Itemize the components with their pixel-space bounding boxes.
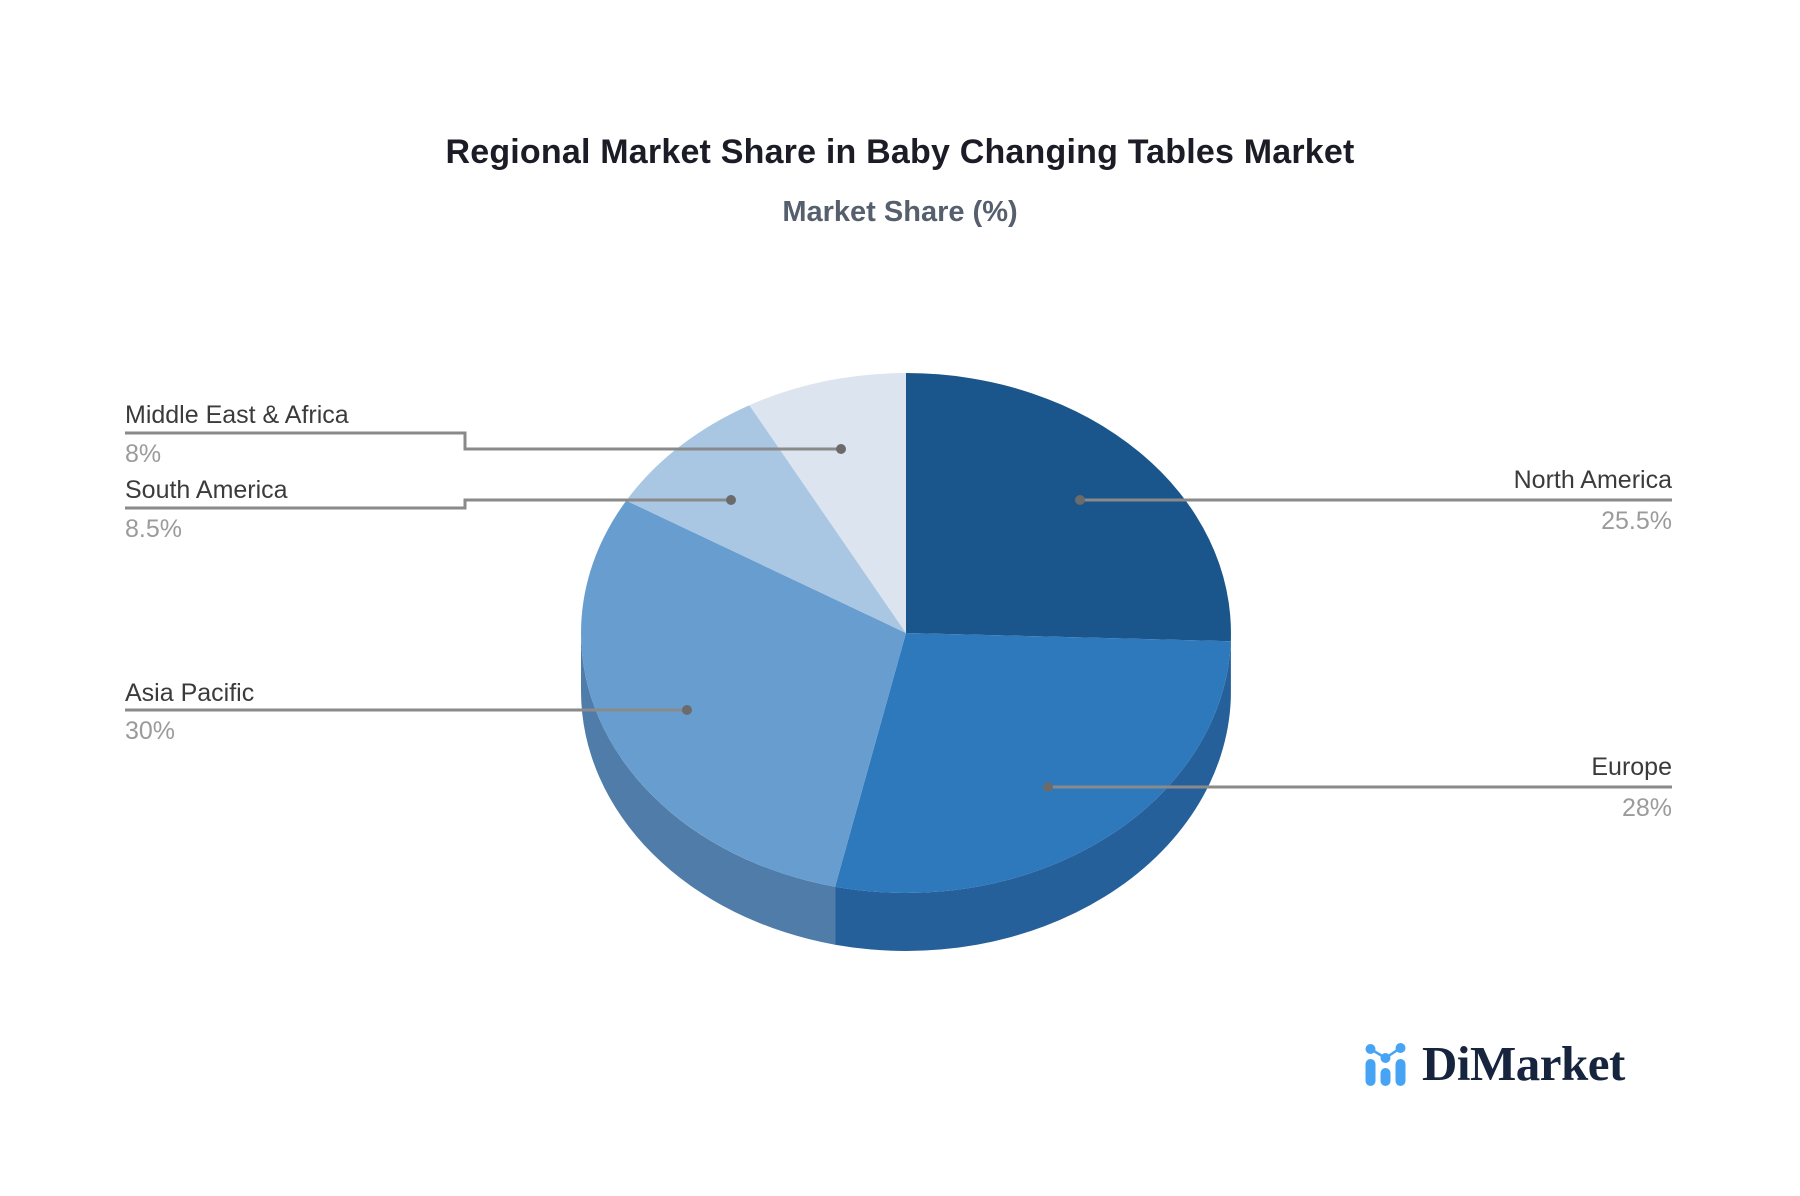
slice-value-north-america: 25.5%	[1601, 507, 1672, 535]
slice-label-asia-pacific: Asia Pacific	[125, 679, 255, 707]
slice-value-europe: 28%	[1621, 794, 1672, 822]
pie-slice-europe[interactable]	[835, 633, 1231, 893]
pie-slice-asia-pacific[interactable]	[581, 500, 906, 887]
slice-label-north-america: North America	[1513, 466, 1672, 494]
slice-value-asia-pacific: 30%	[125, 717, 176, 745]
slice-value-south-america: 8.5%	[125, 515, 182, 543]
slice-label-europe: Europe	[1591, 753, 1672, 781]
pie-slice-south-america[interactable]	[626, 405, 906, 633]
dimarket-logo: DiMarket	[1364, 1038, 1625, 1090]
bar-line-chart-icon	[1365, 1043, 1406, 1086]
pie-slice-north-america[interactable]	[906, 373, 1231, 642]
pie-slice-middle-east-africa[interactable]	[749, 373, 906, 633]
slice-label-middle-east-africa: Middle East & Africa	[125, 401, 349, 429]
chart-subtitle: Market Share (%)	[782, 196, 1018, 228]
chart-title: Regional Market Share in Baby Changing T…	[445, 133, 1355, 171]
slice-label-south-america: South America	[125, 476, 288, 504]
logo-wordmark: DiMarket	[1422, 1036, 1625, 1091]
slice-value-middle-east-africa: 8%	[125, 440, 162, 468]
